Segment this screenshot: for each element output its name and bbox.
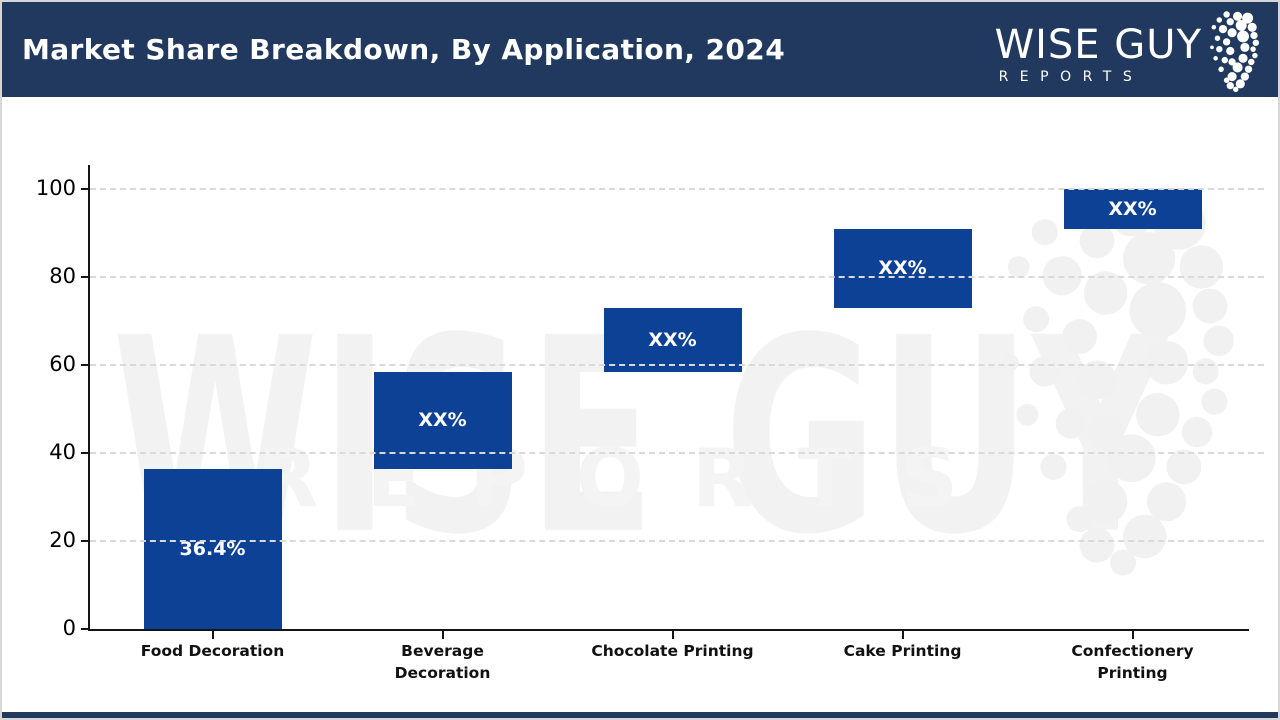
bar-cake-printing: XX% (833, 228, 972, 308)
category-label-2: Beverage Decoration (394, 642, 491, 682)
gridline-100 (90, 188, 1264, 190)
ytick-label-80: 80 (49, 264, 76, 288)
bar-confectionery-printing: XX% (1063, 189, 1202, 229)
bar-beverage-decoration: XX% (373, 372, 512, 469)
bar-value-label: XX% (418, 409, 467, 432)
bar-value-label: XX% (648, 328, 697, 351)
x-axis (88, 629, 1249, 631)
footer-band (2, 712, 1278, 718)
brand-logo-text: WISE GUY REPORTS (995, 25, 1202, 85)
ytick-mark-0 (81, 628, 90, 630)
ytick-mark-20 (81, 540, 90, 542)
brand-subname: REPORTS (998, 69, 1144, 85)
gridline-40 (90, 452, 1264, 454)
category-label-1: Food Decoration (140, 642, 285, 660)
xtick-mark-1 (211, 631, 214, 639)
ytick-label-0: 0 (62, 616, 76, 640)
category-label-3: Chocolate Printing (591, 642, 754, 660)
gridline-20 (90, 540, 1264, 542)
ytick-mark-100 (81, 188, 90, 190)
bar-value-label: XX% (878, 257, 927, 280)
ytick-label-60: 60 (49, 352, 76, 376)
watermark-subtext: REPORTS (257, 432, 1007, 525)
xtick-mark-3 (671, 631, 674, 639)
bar-value-label: XX% (1108, 197, 1157, 220)
watermark-head-icon (1001, 190, 1234, 576)
header-band: Market Share Breakdown, By Application, … (2, 2, 1278, 97)
dotted-head-icon (1210, 11, 1260, 93)
gridline-80 (90, 276, 1264, 278)
bar-value-label: 36.4% (179, 537, 246, 560)
xtick-mark-5 (1131, 631, 1134, 639)
page-title: Market Share Breakdown, By Application, … (22, 33, 786, 66)
bar-chocolate-printing: XX% (603, 307, 742, 373)
brand-name: WISE GUY (994, 22, 1202, 68)
ytick-label-40: 40 (49, 440, 76, 464)
brand-logo: WISE GUY REPORTS (995, 9, 1262, 93)
gridline-60 (90, 364, 1264, 366)
ytick-label-100: 100 (35, 176, 76, 200)
y-axis (88, 165, 90, 631)
ytick-mark-60 (81, 364, 90, 366)
ytick-mark-80 (81, 276, 90, 278)
xtick-mark-4 (901, 631, 904, 639)
xtick-mark-2 (441, 631, 444, 639)
category-label-4: Cake Printing (843, 642, 962, 660)
bar-food-decoration: 36.4% (143, 468, 282, 629)
ytick-mark-40 (81, 452, 90, 454)
category-label-5: Confectionery Printing (1071, 642, 1194, 682)
ytick-label-20: 20 (49, 528, 76, 552)
